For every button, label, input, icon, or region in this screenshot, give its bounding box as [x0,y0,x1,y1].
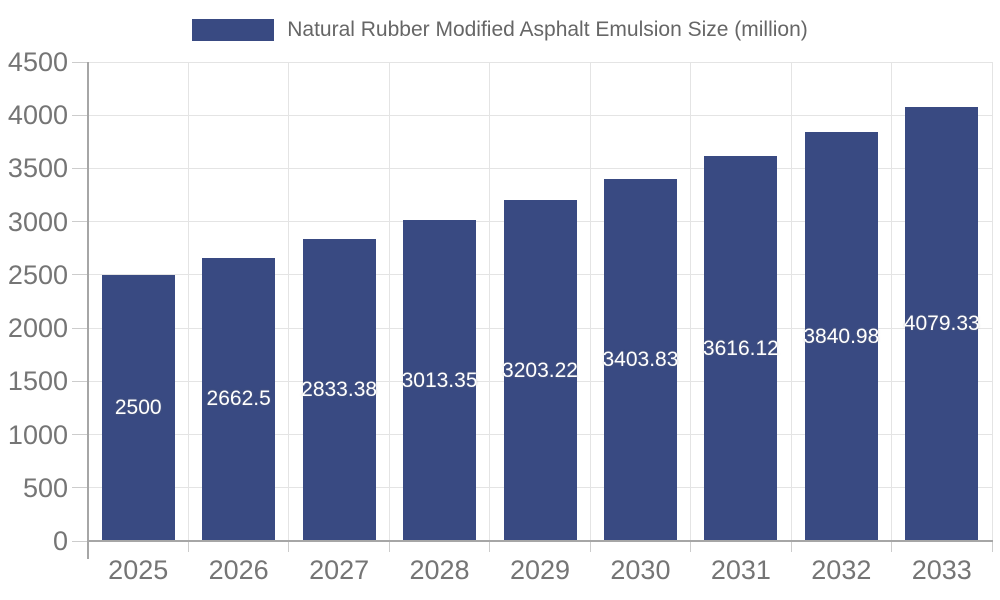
x-axis-tick-label: 2031 [710,555,771,585]
bar-value-label: 4079.33 [903,311,980,335]
x-axis-tick-label: 2026 [208,555,269,585]
horizontal-gridline [88,114,992,116]
y-axis-tick [72,221,88,223]
bar[interactable]: 3403.83 [602,178,679,541]
bar[interactable]: 2833.38 [301,239,378,541]
y-axis-tick [72,540,88,542]
bar[interactable]: 2500 [101,274,175,541]
vertical-gridline [991,62,993,541]
bar-value-label: 3840.98 [803,324,880,348]
y-axis-tick-label: 1000 [7,419,68,450]
vertical-gridline [489,62,491,541]
y-axis-tick-label: 4500 [7,47,68,77]
vertical-gridline [388,62,390,541]
bar-value-label: 2662.5 [206,387,271,411]
x-axis-tick-label: 2025 [108,555,169,585]
x-axis-tick [187,541,189,552]
x-axis-tick [790,541,792,552]
bar[interactable]: 4079.33 [903,106,980,541]
y-axis-tick [72,434,88,436]
vertical-gridline [790,62,792,541]
vertical-gridline [891,62,893,541]
y-axis-tick-label: 2500 [7,259,68,290]
x-axis-tick [690,541,692,552]
y-axis-tick [72,487,88,489]
bar[interactable]: 3013.35 [401,220,478,541]
legend[interactable]: Natural Rubber Modified Asphalt Emulsion… [0,17,1000,43]
x-axis-tick [87,541,89,559]
horizontal-gridline [88,61,992,63]
x-axis-tick-label: 2032 [811,555,872,585]
bar-value-label: 3013.35 [401,368,478,392]
bar[interactable]: 3203.22 [502,200,578,541]
bar-value-label: 3203.22 [502,358,578,382]
y-axis-tick [72,114,88,116]
x-axis-tick [891,541,893,552]
y-axis-tick-label: 3500 [7,153,68,184]
y-axis-tick-label: 500 [22,472,68,503]
y-axis-tick [72,327,88,329]
y-axis-tick-label: 0 [52,526,68,556]
vertical-gridline [589,62,591,541]
y-axis-tick [72,61,88,63]
bar[interactable]: 3840.98 [803,132,880,541]
x-axis-tick-label: 2029 [509,555,571,585]
x-axis-tick [589,541,591,552]
bar[interactable]: 3616.12 [702,156,779,541]
bar-value-label: 2833.38 [301,378,378,402]
x-axis-tick [489,541,491,552]
y-axis-tick [72,167,88,169]
x-axis-line [87,540,993,542]
bar-value-label: 2500 [114,395,162,419]
bar-value-label: 3403.83 [602,347,679,371]
bar-value-label: 3616.12 [702,336,779,360]
x-axis-tick-label: 2030 [610,555,671,585]
y-axis-tick [72,274,88,276]
horizontal-gridline [88,167,992,169]
x-axis-tick-label: 2033 [911,555,972,585]
vertical-gridline [288,62,290,541]
bar[interactable]: 2662.5 [202,257,276,541]
legend-swatch [192,19,275,41]
y-axis-tick-label: 3000 [7,206,68,237]
vertical-gridline [690,62,692,541]
y-axis-line [87,62,89,542]
vertical-gridline [187,62,189,541]
legend-label: Natural Rubber Modified Asphalt Emulsion… [287,18,808,41]
y-axis-tick [72,380,88,382]
y-axis-tick-label: 2000 [7,313,68,344]
x-axis-tick-label: 2027 [309,555,370,585]
y-axis-tick-label: 1500 [7,366,68,397]
x-axis-tick [388,541,390,552]
x-axis-tick [288,541,290,552]
y-axis-tick-label: 4000 [7,100,68,131]
x-axis-tick [991,541,993,552]
x-axis-tick-label: 2028 [409,555,470,585]
